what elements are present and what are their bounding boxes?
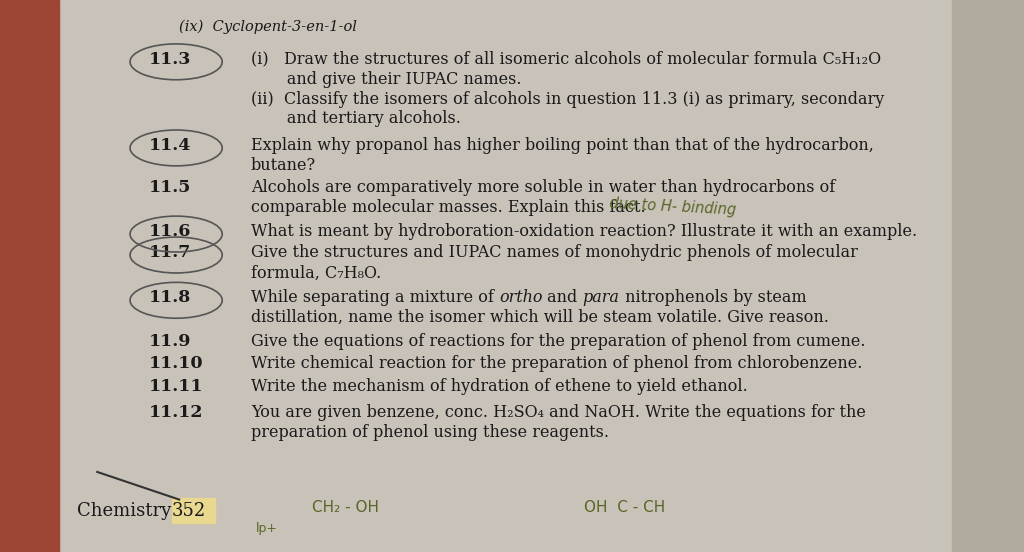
Bar (0, 0, 59, 552)
Text: 11.4: 11.4 (148, 137, 190, 154)
Text: 11.7: 11.7 (148, 244, 190, 261)
Text: nitrophenols by steam: nitrophenols by steam (620, 289, 806, 306)
Bar (952, 0, 1024, 552)
Bar (922, 0, 947, 552)
Text: preparation of phenol using these reagents.: preparation of phenol using these reagen… (251, 424, 609, 441)
Text: 11.10: 11.10 (148, 355, 203, 373)
Text: 11.9: 11.9 (148, 333, 191, 351)
Text: (ix)  Cyclopent-3-en-1-ol: (ix) Cyclopent-3-en-1-ol (179, 19, 357, 34)
Text: 11.12: 11.12 (148, 404, 203, 421)
Bar (172, 498, 215, 523)
Text: and: and (543, 289, 583, 306)
Text: OH  C - CH: OH C - CH (584, 500, 665, 514)
Text: Give the equations of reactions for the preparation of phenol from cumene.: Give the equations of reactions for the … (251, 333, 865, 351)
Text: You are given benzene, conc. H₂SO₄ and NaOH. Write the equations for the: You are given benzene, conc. H₂SO₄ and N… (251, 404, 865, 421)
Text: lp+: lp+ (256, 522, 278, 535)
Text: ortho: ortho (499, 289, 543, 306)
Text: due to H- binding: due to H- binding (609, 197, 736, 218)
Text: distillation, name the isomer which will be steam volatile. Give reason.: distillation, name the isomer which will… (251, 309, 828, 326)
Text: 11.11: 11.11 (148, 378, 203, 395)
Text: (ii)  Classify the isomers of alcohols in question 11.3 (i) as primary, secondar: (ii) Classify the isomers of alcohols in… (251, 91, 884, 108)
Text: What is meant by hydroboration-oxidation reaction? Illustrate it with an example: What is meant by hydroboration-oxidation… (251, 223, 918, 240)
Text: Write the mechanism of hydration of ethene to yield ethanol.: Write the mechanism of hydration of ethe… (251, 378, 748, 395)
Text: (i)   Draw the structures of all isomeric alcohols of molecular formula C₅H₁₂O: (i) Draw the structures of all isomeric … (251, 51, 881, 68)
Text: Give the structures and IUPAC names of monohydric phenols of molecular: Give the structures and IUPAC names of m… (251, 244, 858, 261)
Text: comparable molecular masses. Explain this fact.: comparable molecular masses. Explain thi… (251, 199, 645, 216)
Text: 11.5: 11.5 (148, 179, 190, 196)
Text: para: para (583, 289, 620, 306)
Text: formula, C₇H₈O.: formula, C₇H₈O. (251, 265, 381, 282)
Text: butane?: butane? (251, 157, 316, 174)
Text: While separating a mixture of: While separating a mixture of (251, 289, 499, 306)
Text: 11.6: 11.6 (148, 223, 190, 240)
Text: 11.8: 11.8 (148, 289, 190, 306)
Text: CH₂ - OH: CH₂ - OH (312, 500, 379, 514)
Text: Write chemical reaction for the preparation of phenol from chlorobenzene.: Write chemical reaction for the preparat… (251, 355, 862, 373)
Text: and tertiary alcohols.: and tertiary alcohols. (251, 110, 461, 128)
Text: 352: 352 (172, 502, 206, 520)
Text: Alcohols are comparatively more soluble in water than hydrocarbons of: Alcohols are comparatively more soluble … (251, 179, 836, 196)
Text: Explain why propanol has higher boiling point than that of the hydrocarbon,: Explain why propanol has higher boiling … (251, 137, 873, 154)
Text: 11.3: 11.3 (148, 51, 190, 68)
Text: and give their IUPAC names.: and give their IUPAC names. (251, 71, 521, 88)
Text: Chemistry: Chemistry (77, 502, 182, 520)
